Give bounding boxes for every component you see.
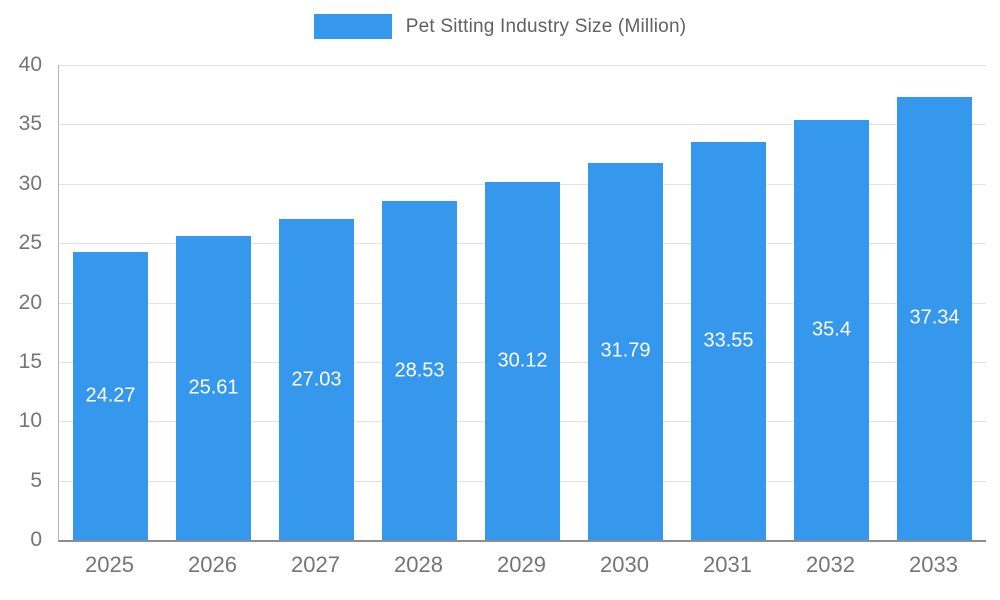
x-tick-label: 2029 bbox=[497, 552, 546, 577]
x-tick-label: 2025 bbox=[85, 552, 134, 577]
bar-cell: 30.12 bbox=[471, 65, 574, 540]
y-tick-label: 20 bbox=[18, 290, 42, 314]
bar: 25.61 bbox=[176, 235, 251, 540]
y-tick-label: 40 bbox=[18, 53, 42, 76]
x-tick-label: 2033 bbox=[909, 552, 958, 577]
bar: 33.55 bbox=[691, 141, 766, 540]
y-tick-label: 25 bbox=[18, 231, 42, 255]
bars-row: 24.27 25.61 27.03 28.53 30.12 31.79 33.55 35.4 3… bbox=[59, 65, 986, 540]
gridline bbox=[59, 124, 986, 126]
gridline bbox=[59, 65, 986, 66]
bar-cell: 31.79 bbox=[574, 65, 677, 540]
bar-cell: 37.34 bbox=[883, 65, 986, 540]
y-tick-label: 10 bbox=[18, 409, 42, 433]
y-tick-label: 35 bbox=[18, 112, 42, 136]
bar-value-label: 28.53 bbox=[394, 359, 445, 382]
x-tick-label: 2028 bbox=[394, 552, 443, 577]
bar-value-label: 30.12 bbox=[497, 349, 548, 372]
bar-cell: 28.53 bbox=[368, 65, 471, 540]
y-tick-label: 0 bbox=[30, 528, 42, 551]
bar-cell: 33.55 bbox=[677, 65, 780, 540]
bar: 24.27 bbox=[73, 251, 148, 540]
bar-value-label: 33.55 bbox=[703, 329, 754, 352]
bar-value-label: 35.4 bbox=[812, 318, 851, 341]
bar-value-label: 24.27 bbox=[85, 384, 136, 407]
y-tick-label: 5 bbox=[30, 468, 42, 492]
x-axis: 2025 2026 2027 2028 2029 2030 2031 2032 2033 bbox=[58, 552, 985, 578]
bar-cell: 24.27 bbox=[59, 65, 162, 540]
x-tick-label: 2026 bbox=[188, 552, 237, 577]
bar: 30.12 bbox=[485, 182, 560, 540]
bar-cell: 25.61 bbox=[162, 65, 265, 540]
bar-value-label: 25.61 bbox=[188, 376, 239, 399]
x-tick-label: 2032 bbox=[806, 552, 855, 577]
legend: Pet Sitting Industry Size (Million) bbox=[0, 14, 1000, 39]
x-tick-label: 2027 bbox=[291, 552, 340, 577]
bar: 31.79 bbox=[588, 162, 663, 540]
bar: 37.34 bbox=[897, 96, 972, 540]
bar-value-label: 37.34 bbox=[909, 306, 960, 329]
bar-value-label: 31.79 bbox=[600, 339, 651, 362]
bar-cell: 27.03 bbox=[265, 65, 368, 540]
x-tick-label: 2031 bbox=[703, 552, 752, 577]
bar-cell: 35.4 bbox=[780, 65, 883, 540]
plot-area: 24.27 25.61 27.03 28.53 30.12 31.79 33.55 35.4 3… bbox=[58, 65, 986, 542]
y-axis: 0 5 10 15 20 25 30 35 40 bbox=[0, 53, 48, 551]
bar: 27.03 bbox=[279, 219, 354, 540]
y-tick-label: 30 bbox=[18, 171, 42, 195]
x-tick-label: 2030 bbox=[600, 552, 649, 577]
bar: 35.4 bbox=[794, 119, 869, 540]
bar-value-label: 27.03 bbox=[291, 368, 342, 391]
legend-label: Pet Sitting Industry Size (Million) bbox=[405, 15, 687, 37]
legend-swatch bbox=[313, 14, 392, 39]
y-tick-label: 15 bbox=[18, 349, 42, 373]
bar: 28.53 bbox=[382, 201, 457, 540]
